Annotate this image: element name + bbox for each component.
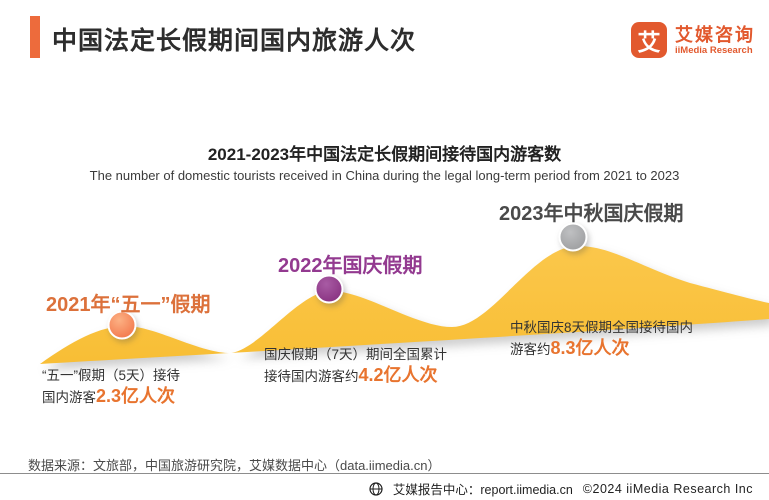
annotation-2023-line1: 中秋国庆8天假期全国接待国内: [510, 320, 694, 335]
title-accent-bar: [30, 16, 40, 58]
annotation-2022-line1: 国庆假期（7天）期间全国累计: [264, 347, 448, 362]
annotation-2023-line2: 游客约8.3亿人次: [510, 338, 630, 358]
annotation-2023: 中秋国庆8天假期全国接待国内 游客约8.3亿人次: [510, 317, 693, 360]
imedia-brand-cn: 艾媒咨询: [675, 24, 755, 45]
area-series-wave: [40, 246, 769, 364]
annotation-2021: “五一”假期（5天）接待 国内游客2.3亿人次: [42, 365, 180, 408]
annotation-2021-line2: 国内游客2.3亿人次: [42, 386, 176, 406]
footer-copyright: ©2024 iiMedia Research Inc: [582, 481, 753, 496]
annotation-2022-line2: 接待国内游客约4.2亿人次: [264, 365, 438, 385]
footer: 艾媒报告中心：report.iimedia.cn ©2024 iiMedia R…: [369, 479, 753, 498]
chart-title: 2021-2023年中国法定长假期间接待国内游客数: [207, 145, 562, 164]
data-point-2023: [558, 222, 588, 252]
peak-label-2021: 2021年“五一”假期: [46, 294, 211, 316]
annotation-2021-line1: “五一”假期（5天）接待: [42, 368, 180, 383]
data-source-note: 数据来源：文旅部，中国旅游研究院，艾媒数据中心（data.iimedia.cn）: [28, 458, 441, 473]
annotation-2023-value: 8.3亿人次: [550, 338, 630, 358]
data-point-2021: [107, 310, 137, 340]
footer-report-center: 艾媒报告中心：report.iimedia.cn: [392, 483, 573, 497]
peak-label-2023: 2023年中秋国庆假期: [499, 203, 684, 225]
imedia-logo: 艾 艾媒咨询 iiMedia Research: [631, 22, 755, 58]
annotation-2022: 国庆假期（7天）期间全国累计 接待国内游客约4.2亿人次: [264, 344, 447, 387]
chart-subtitle-en: The number of domestic tourists received…: [89, 168, 680, 183]
footer-divider: [0, 473, 769, 474]
annotation-2021-value: 2.3亿人次: [96, 386, 176, 406]
imedia-brand-en: iiMedia Research: [675, 44, 753, 56]
data-point-2022: [314, 274, 344, 304]
annotation-2022-value: 4.2亿人次: [358, 365, 438, 385]
peak-label-2022: 2022年国庆假期: [278, 255, 423, 277]
imedia-logo-icon: 艾: [631, 22, 667, 58]
globe-icon: [369, 481, 383, 496]
page-title: 中国法定长假期间国内旅游人次: [52, 27, 417, 55]
